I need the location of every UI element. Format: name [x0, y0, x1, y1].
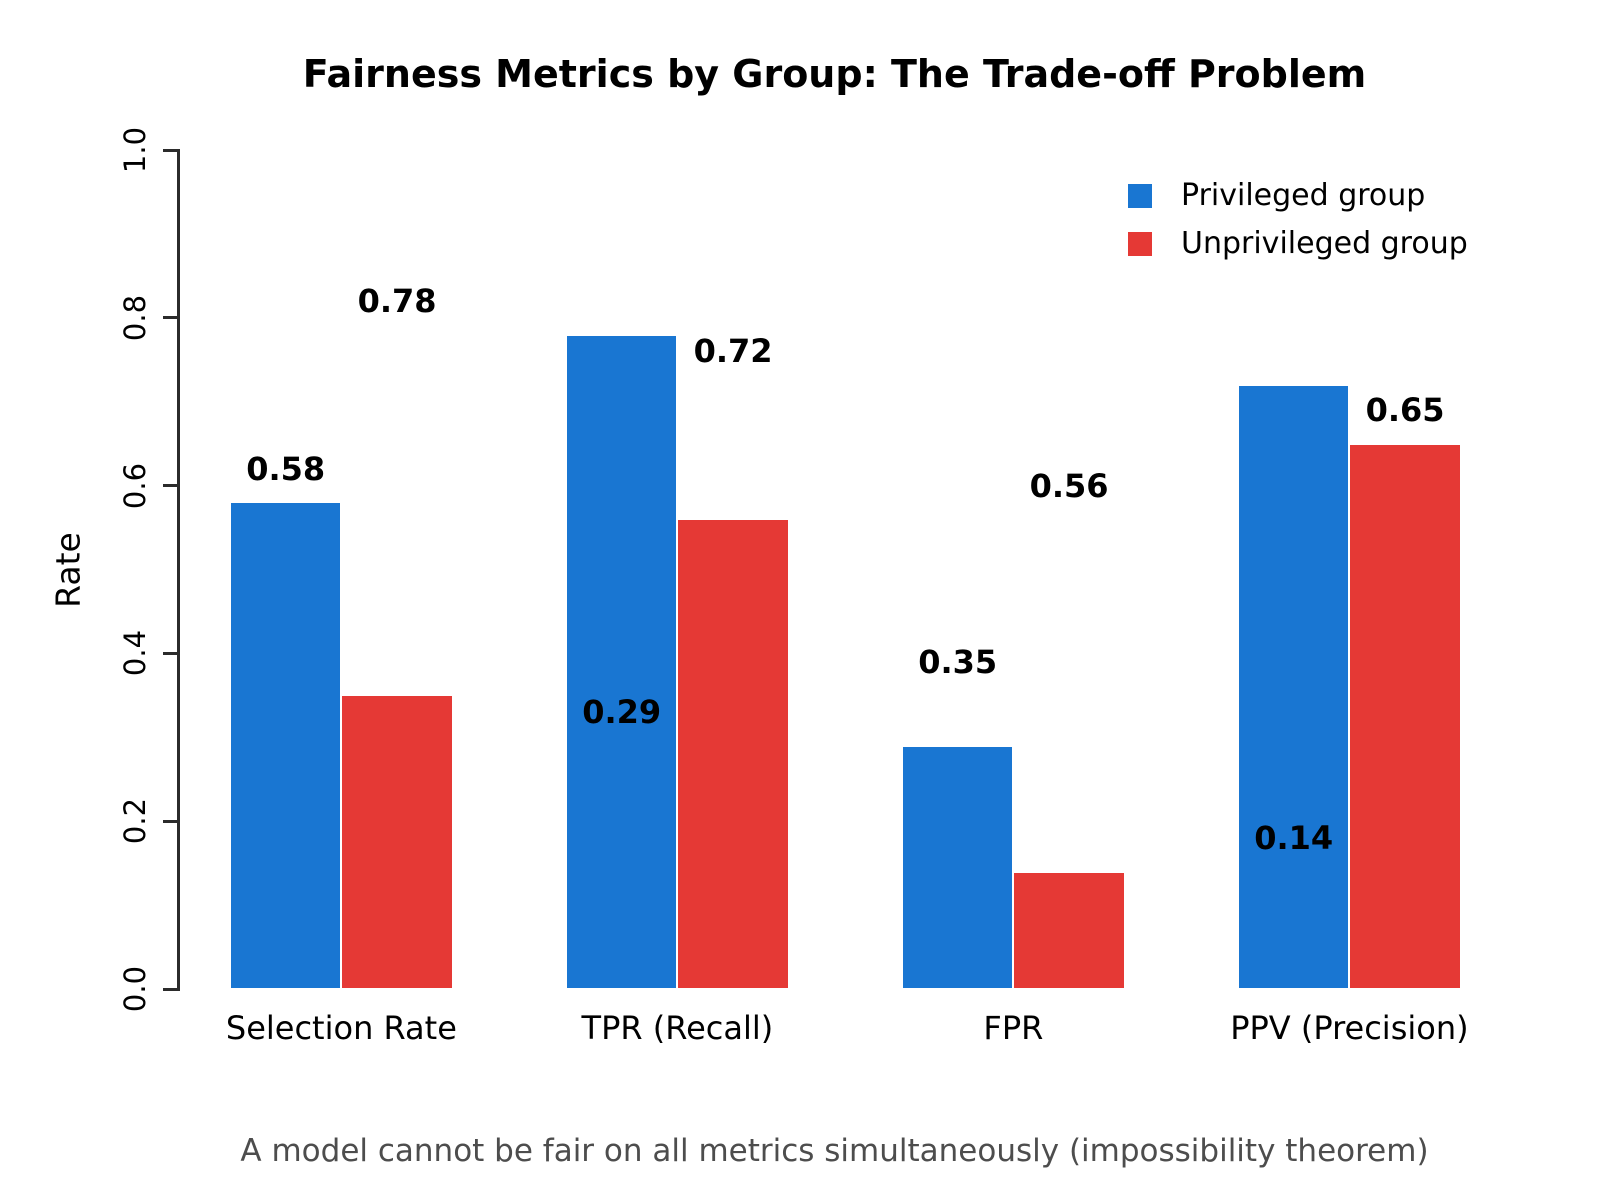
y-tick-label-0.4: 0.4 — [118, 630, 152, 677]
bar-value-label-0.65: 0.65 — [1365, 391, 1445, 430]
y-tick-label-1.0: 1.0 — [118, 126, 152, 174]
legend-item-privileged: Privileged group — [1128, 178, 1468, 213]
y-tick-0.6 — [163, 484, 179, 488]
bar-value-label-0.29: 0.29 — [582, 693, 662, 732]
chart-title: Fairness Metrics by Group: The Trade-off… — [302, 52, 1367, 96]
legend-label-privileged: Privileged group — [1181, 178, 1426, 213]
y-tick-label-0.2: 0.2 — [118, 798, 152, 845]
x-category-label-selection-rate: Selection Rate — [225, 1009, 457, 1047]
bar-privileged-group-selection-rate — [230, 502, 342, 989]
bar-value-label-0.78: 0.78 — [357, 282, 437, 321]
bar-value-label-0.35: 0.35 — [918, 642, 998, 681]
bar-privileged-group-tpr-recall — [566, 334, 678, 989]
legend: Privileged group Unprivileged group — [1128, 178, 1468, 274]
y-tick-1.0 — [163, 148, 179, 152]
legend-label-unprivileged: Unprivileged group — [1181, 226, 1468, 261]
x-category-label-tpr-recall: TPR (Recall) — [581, 1009, 774, 1047]
y-tick-label-0.0: 0.0 — [118, 965, 152, 1013]
y-axis-title: Rate — [48, 532, 88, 608]
x-category-label-ppv-precision: PPV (Precision) — [1230, 1009, 1469, 1047]
bar-unprivileged-group-ppv-precision — [1349, 443, 1461, 989]
y-tick-0.2 — [163, 819, 179, 823]
legend-swatch-unprivileged-icon — [1128, 231, 1152, 256]
y-tick-0.4 — [163, 651, 179, 655]
bar-unprivileged-group-fpr — [1013, 871, 1125, 989]
legend-item-unprivileged: Unprivileged group — [1128, 226, 1468, 261]
y-tick-label-0.8: 0.8 — [118, 294, 152, 341]
bar-value-label-0.56: 0.56 — [1029, 466, 1109, 505]
y-tick-0.0 — [163, 987, 179, 991]
bar-privileged-group-ppv-precision — [1238, 384, 1350, 989]
y-axis-line — [177, 149, 180, 991]
bar-value-label-0.72: 0.72 — [693, 332, 773, 371]
legend-swatch-privileged-icon — [1128, 183, 1152, 208]
bar-value-label-0.14: 0.14 — [1254, 818, 1334, 857]
bar-privileged-group-fpr — [902, 745, 1014, 989]
bar-value-label-0.58: 0.58 — [246, 449, 326, 488]
x-category-label-fpr: FPR — [983, 1009, 1044, 1047]
y-tick-label-0.6: 0.6 — [118, 462, 152, 509]
bar-unprivileged-group-selection-rate — [341, 695, 453, 989]
y-tick-0.8 — [163, 316, 179, 320]
bar-unprivileged-group-tpr-recall — [677, 519, 789, 989]
caption: A model cannot be fair on all metrics si… — [240, 1133, 1429, 1169]
